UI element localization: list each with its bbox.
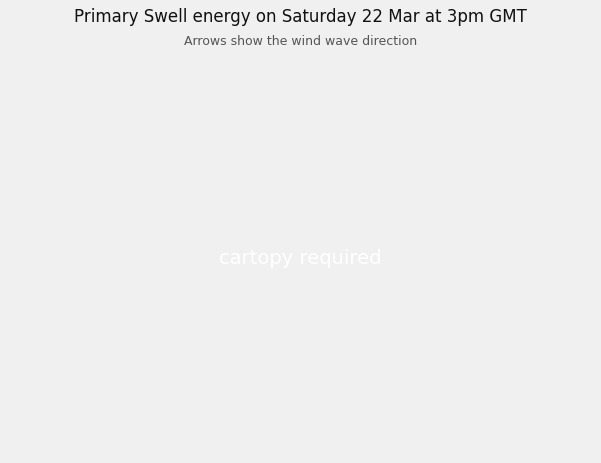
Text: Primary Swell energy on Saturday 22 Mar at 3pm GMT: Primary Swell energy on Saturday 22 Mar … [74,8,527,26]
Text: Arrows show the wind wave direction: Arrows show the wind wave direction [184,35,417,48]
Text: cartopy required: cartopy required [219,249,382,268]
